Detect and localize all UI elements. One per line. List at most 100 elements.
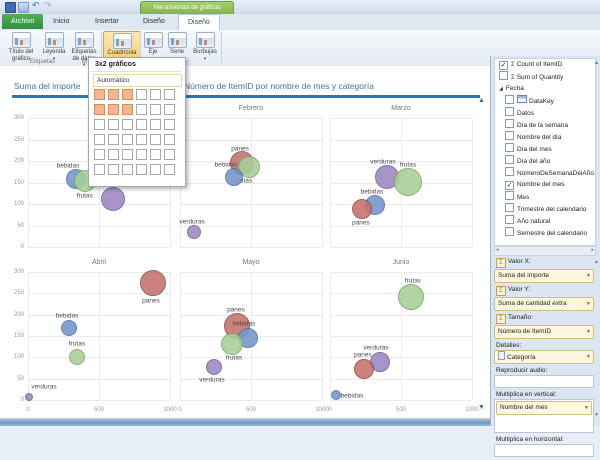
- bubble-frutas[interactable]: [393, 168, 422, 197]
- grid-cell-2x3[interactable]: [108, 119, 119, 130]
- empty-field-well[interactable]: [494, 375, 594, 388]
- scroll-left-icon[interactable]: ◂: [496, 247, 499, 253]
- grid-cell-4x6[interactable]: [136, 164, 147, 175]
- legend-button[interactable]: Leyenda ▾: [41, 31, 67, 62]
- field-list-item-d-a-del-a-o[interactable]: Día del año: [495, 155, 595, 167]
- automatic-option[interactable]: Automático: [93, 74, 182, 87]
- field-list-item-datos[interactable]: Datos: [495, 107, 595, 119]
- chart-title-button[interactable]: Título del gráfico: [2, 31, 40, 62]
- grid-cell-1x6[interactable]: [94, 164, 105, 175]
- scroll-down-icon[interactable]: ▼: [478, 404, 485, 411]
- grid-cell-2x6[interactable]: [108, 164, 119, 175]
- grid-cell-6x3[interactable]: [164, 119, 175, 130]
- bubble-verduras[interactable]: [24, 393, 33, 401]
- tab-inicio[interactable]: Inicio: [53, 18, 70, 25]
- field-list-item-a-o-natural[interactable]: Año natural: [495, 215, 595, 227]
- scroll-up-icon[interactable]: ▲: [478, 97, 485, 104]
- field-well-dropdown[interactable]: Suma de cantidad extra ▼: [494, 297, 594, 311]
- grid-cell-3x1[interactable]: [122, 89, 133, 100]
- grid-cell-1x2[interactable]: [94, 104, 105, 115]
- field-list-item-datakey[interactable]: DataKey: [495, 95, 595, 107]
- bubble-frutas[interactable]: [220, 333, 243, 356]
- grid-cell-5x1[interactable]: [150, 89, 161, 100]
- checkbox[interactable]: [505, 107, 514, 116]
- grid-cell-4x4[interactable]: [136, 134, 147, 145]
- grid-cell-5x2[interactable]: [150, 104, 161, 115]
- grid-cell-6x6[interactable]: [164, 164, 175, 175]
- field-list-item-sum-of-quantity[interactable]: Σ Sum of Quantity: [495, 71, 595, 83]
- empty-field-well[interactable]: [494, 444, 594, 457]
- multiples-field-well[interactable]: Nombre del mes ▼: [494, 399, 594, 433]
- field-list-item-nombre-del-d-a[interactable]: Nombre del día: [495, 131, 595, 143]
- checkbox[interactable]: [505, 131, 514, 140]
- field-list-hscrollbar[interactable]: ◂ ▸: [494, 246, 596, 256]
- grid-cell-1x4[interactable]: [94, 134, 105, 145]
- save-icon[interactable]: [5, 2, 16, 13]
- grid-cell-5x6[interactable]: [150, 164, 161, 175]
- grid-cell-3x4[interactable]: [122, 134, 133, 145]
- grid-cell-1x3[interactable]: [94, 119, 105, 130]
- field-list-item-nombre-del-mes[interactable]: ✓ Nombre del mes: [495, 179, 595, 191]
- grid-cell-3x5[interactable]: [122, 149, 133, 160]
- field-list-item-n-merodesemanadela-o[interactable]: NúmeroDeSemanaDelAño: [495, 167, 595, 179]
- checkbox[interactable]: [505, 167, 514, 176]
- bubble-verduras[interactable]: [205, 359, 222, 376]
- grid-cell-1x5[interactable]: [94, 149, 105, 160]
- grid-cell-6x2[interactable]: [164, 104, 175, 115]
- field-list-item-d-a-del-mes[interactable]: Día del mes: [495, 143, 595, 155]
- series-button[interactable]: Serie ▾: [165, 31, 189, 62]
- grid-cell-3x3[interactable]: [122, 119, 133, 130]
- grid-cell-6x1[interactable]: [164, 89, 175, 100]
- bubble-panes[interactable]: [139, 270, 166, 297]
- grid-cell-4x1[interactable]: [136, 89, 147, 100]
- grid-cell-3x6[interactable]: [122, 164, 133, 175]
- checkbox[interactable]: ✓: [499, 61, 508, 70]
- field-well-dropdown[interactable]: Nombre del mes ▼: [496, 401, 592, 415]
- checkbox[interactable]: [505, 215, 514, 224]
- redo-icon[interactable]: ↷: [44, 0, 52, 10]
- tab-diseno-1[interactable]: Diseño: [143, 18, 165, 25]
- tab-archivo[interactable]: Archivo: [2, 14, 44, 29]
- grid-cell-2x5[interactable]: [108, 149, 119, 160]
- bubble-bebidas[interactable]: [224, 167, 243, 186]
- bubble-bebidas[interactable]: [330, 389, 341, 400]
- field-list-scroll-up-icon[interactable]: ▲: [594, 60, 599, 66]
- field-list-item-trimestre-del-calendario[interactable]: Trimestre del calendario: [495, 203, 595, 215]
- field-well-dropdown[interactable]: Suma del importe ▼: [494, 269, 594, 283]
- tab-insertar[interactable]: Insertar: [95, 18, 119, 25]
- bubble-verduras[interactable]: [101, 186, 126, 211]
- scroll-right-icon[interactable]: ▸: [591, 247, 594, 253]
- panel-scroll-up-icon[interactable]: ▲: [594, 259, 599, 265]
- checkbox[interactable]: ✓: [505, 181, 514, 190]
- picture-icon[interactable]: [18, 2, 29, 13]
- bubble-frutas[interactable]: [68, 348, 85, 365]
- grid-cell-6x5[interactable]: [164, 149, 175, 160]
- checkbox[interactable]: [505, 191, 514, 200]
- grid-cell-5x4[interactable]: [150, 134, 161, 145]
- collapse-triangle-icon[interactable]: ◢: [499, 86, 503, 92]
- grid-cell-1x1[interactable]: [94, 89, 105, 100]
- checkbox[interactable]: [505, 119, 514, 128]
- checkbox[interactable]: [505, 95, 514, 104]
- bubbles-button[interactable]: Burbujas ▾: [190, 31, 220, 62]
- grid-cell-3x2[interactable]: [122, 104, 133, 115]
- grid-cell-2x4[interactable]: [108, 134, 119, 145]
- checkbox[interactable]: [505, 227, 514, 236]
- field-list-item-d-a-de-la-semana[interactable]: Día de la semana: [495, 119, 595, 131]
- grid-cell-4x5[interactable]: [136, 149, 147, 160]
- field-list-item-fecha[interactable]: ◢ Fecha: [495, 83, 595, 95]
- grid-cell-2x2[interactable]: [108, 104, 119, 115]
- bubble-bebidas[interactable]: [61, 319, 78, 336]
- field-list-item-count-of-itemid[interactable]: ✓ Σ Count of ItemID: [495, 59, 595, 71]
- bubble-verduras[interactable]: [187, 224, 202, 239]
- grid-cell-4x2[interactable]: [136, 104, 147, 115]
- field-list-item-mes[interactable]: Mes: [495, 191, 595, 203]
- data-labels-button[interactable]: Etiquetas de datos ▾: [68, 31, 100, 68]
- checkbox[interactable]: [505, 143, 514, 152]
- bubble-frutas[interactable]: [397, 284, 424, 311]
- checkbox[interactable]: [505, 203, 514, 212]
- grid-cell-5x3[interactable]: [150, 119, 161, 130]
- grid-cell-6x4[interactable]: [164, 134, 175, 145]
- checkbox[interactable]: [499, 71, 508, 80]
- panel-scroll-down-icon[interactable]: ▼: [594, 412, 599, 418]
